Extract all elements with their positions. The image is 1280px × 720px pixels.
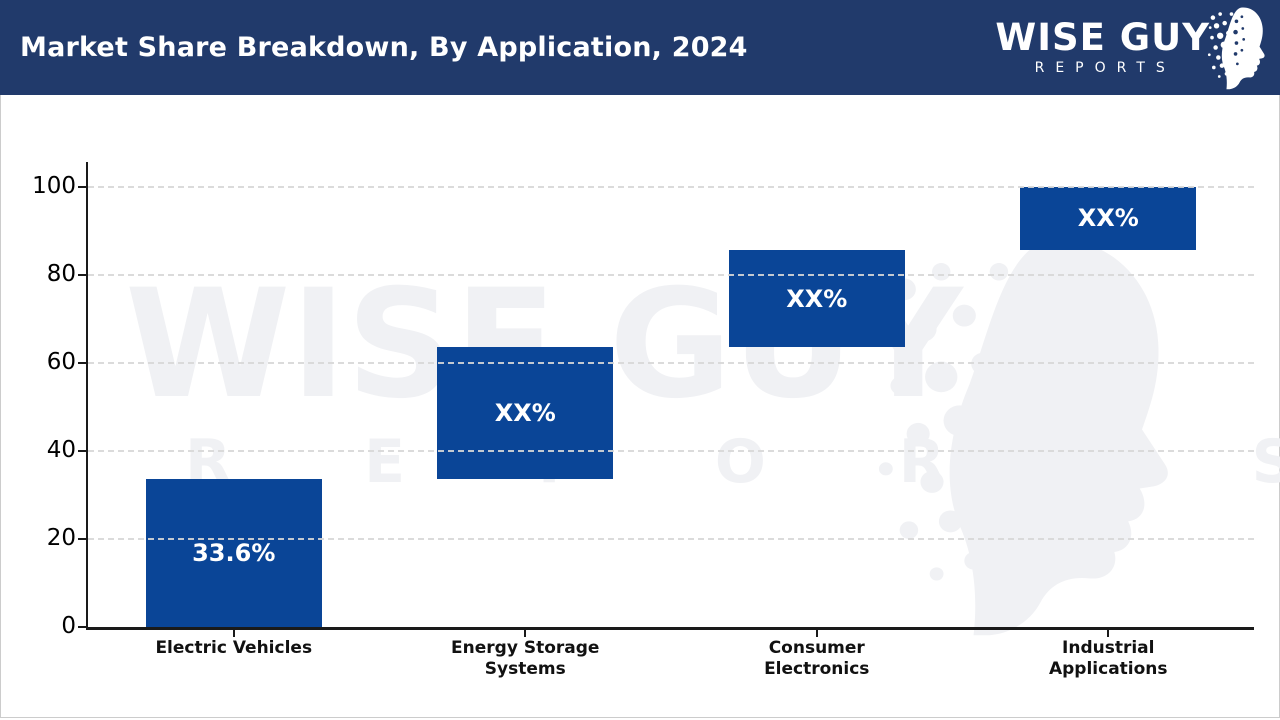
gridline-40 (88, 449, 1254, 452)
gridline-100 (88, 185, 1254, 188)
bar-industrial-applications: XX% (1020, 186, 1197, 251)
x-axis-line (86, 627, 1254, 630)
x-category-label-line: Systems (484, 659, 566, 679)
x-category-label-line: Energy Storage (451, 638, 600, 658)
y-tick-label: 0 (61, 613, 76, 639)
x-category-label-line: Industrial (1062, 638, 1155, 658)
bar-electric-vehicles: 33.6% (145, 478, 322, 627)
chart-title: Market Share Breakdown, By Application, … (20, 32, 748, 63)
x-category-label-electric-vehicles: Electric Vehicles (89, 638, 379, 659)
y-tick-label: 60 (46, 348, 76, 375)
y-tick-label: 20 (46, 524, 76, 551)
logo-wordmark: WISE GUY (995, 16, 1210, 59)
x-category-label-industrial-applications: Industrial Applications (963, 638, 1253, 680)
y-tick-mark (78, 626, 86, 628)
bar-value-label: XX% (1077, 204, 1139, 233)
x-category-label-line: Electric Vehicles (155, 638, 313, 658)
y-tick-label: 80 (46, 260, 76, 287)
gridline-20 (88, 537, 1254, 540)
header-bar: Market Share Breakdown, By Application, … (0, 0, 1280, 95)
x-tick-mark (232, 630, 235, 637)
x-category-label-line: Applications (1048, 659, 1168, 679)
bar-energy-storage-systems: XX% (437, 347, 614, 479)
x-category-label-line: Electronics (764, 659, 870, 679)
gridline-60 (88, 361, 1254, 364)
y-tick-mark (78, 273, 86, 276)
y-axis-line (86, 162, 88, 628)
x-category-label-consumer-electronics: Consumer Electronics (672, 638, 962, 680)
x-tick-mark (815, 630, 818, 637)
y-tick-mark (78, 449, 86, 452)
bar-value-label: 33.6% (192, 538, 276, 567)
y-tick-mark (78, 361, 86, 364)
x-tick-mark (524, 630, 527, 637)
x-category-label-energy-storage-systems: Energy Storage Systems (380, 638, 670, 680)
gridline-80 (88, 273, 1254, 276)
y-tick-label: 100 (32, 172, 76, 199)
bar-consumer-electronics: XX% (728, 250, 905, 348)
wiseguy-logo: WISE GUY REPORTS (995, 5, 1266, 91)
logo-text: WISE GUY REPORTS (995, 19, 1210, 76)
x-category-label-line: Consumer (768, 638, 865, 658)
bar-value-label: XX% (494, 399, 556, 428)
bar-value-label: XX% (786, 284, 848, 313)
head-profile-dots-icon (1207, 6, 1265, 89)
x-tick-mark (1107, 630, 1110, 637)
y-tick-label: 40 (46, 436, 76, 463)
logo-subtitle: REPORTS (1034, 60, 1176, 76)
y-tick-mark (78, 185, 86, 188)
y-tick-mark (78, 537, 86, 540)
